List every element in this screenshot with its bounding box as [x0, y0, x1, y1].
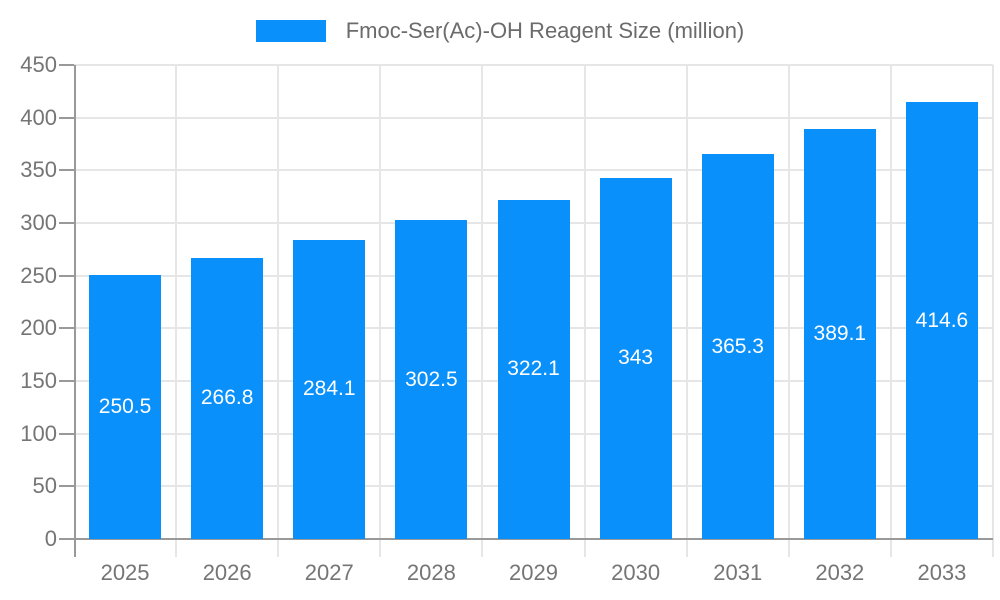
y-axis-label: 450	[20, 52, 57, 77]
y-axis-tick	[59, 64, 74, 66]
y-axis-line	[74, 65, 76, 557]
v-gridline	[685, 65, 688, 557]
y-axis-label: 400	[20, 104, 57, 130]
y-axis-label: 100	[20, 420, 57, 446]
bar-value-label: 414.6	[915, 308, 969, 332]
bar[interactable]	[89, 275, 162, 539]
y-axis-tick	[59, 432, 74, 435]
y-axis-tick	[59, 380, 74, 382]
bar-value-label: 266.8	[200, 386, 254, 410]
y-axis-tick	[59, 327, 74, 330]
legend-item[interactable]: Fmoc-Ser(Ac)-OH Reagent Size (million)	[0, 17, 1000, 45]
bar-value-label: 343	[618, 346, 654, 370]
legend-swatch	[255, 20, 326, 42]
y-axis-label: 300	[20, 210, 57, 235]
y-axis-tick	[59, 222, 74, 224]
bar[interactable]	[599, 177, 672, 539]
y-axis-label: 0	[44, 526, 57, 551]
bar-value-label: 389.1	[813, 322, 867, 346]
x-axis-label: 2028	[406, 560, 456, 585]
bar-value-label: 284.1	[302, 377, 356, 401]
x-axis-label: 2033	[917, 560, 967, 585]
v-gridline	[481, 65, 484, 557]
y-axis-label: 150	[20, 368, 57, 393]
bar[interactable]	[803, 129, 876, 539]
bar[interactable]	[701, 154, 774, 539]
x-axis-line	[59, 538, 993, 540]
bar-value-label: 365.3	[711, 334, 764, 358]
v-gridline	[889, 65, 892, 557]
h-gridline	[74, 64, 993, 66]
x-axis-label: 2032	[815, 560, 865, 585]
v-gridline	[379, 65, 382, 557]
y-axis-tick	[59, 169, 74, 172]
v-gridline	[277, 65, 280, 557]
v-gridline	[175, 65, 178, 557]
x-axis-label: 2029	[509, 560, 558, 585]
bar[interactable]	[191, 257, 264, 539]
y-axis-label: 350	[20, 157, 57, 183]
y-axis-label: 250	[20, 262, 57, 288]
bar[interactable]	[395, 220, 468, 539]
x-axis-label: 2027	[304, 560, 354, 585]
bar[interactable]	[497, 199, 570, 539]
v-gridline	[992, 65, 994, 557]
bar-value-label: 322.1	[507, 357, 560, 381]
x-axis-label: 2031	[713, 560, 763, 585]
h-gridline	[74, 169, 993, 172]
v-gridline	[583, 65, 586, 557]
bar[interactable]	[293, 239, 366, 539]
h-gridline	[74, 116, 993, 119]
y-axis-tick	[59, 485, 74, 488]
y-axis-tick	[59, 116, 74, 119]
legend-label: Fmoc-Ser(Ac)-OH Reagent Size (million)	[345, 18, 745, 43]
x-axis-label: 2030	[611, 560, 661, 585]
bar-value-label: 250.5	[98, 395, 152, 419]
y-axis-tick	[59, 274, 74, 277]
bar[interactable]	[905, 102, 978, 539]
y-axis-label: 200	[20, 315, 57, 341]
x-axis-label: 2026	[202, 560, 252, 585]
y-axis-label: 50	[32, 473, 57, 499]
bar-value-label: 302.5	[405, 367, 458, 391]
v-gridline	[787, 65, 790, 557]
x-axis-label: 2025	[100, 560, 150, 585]
